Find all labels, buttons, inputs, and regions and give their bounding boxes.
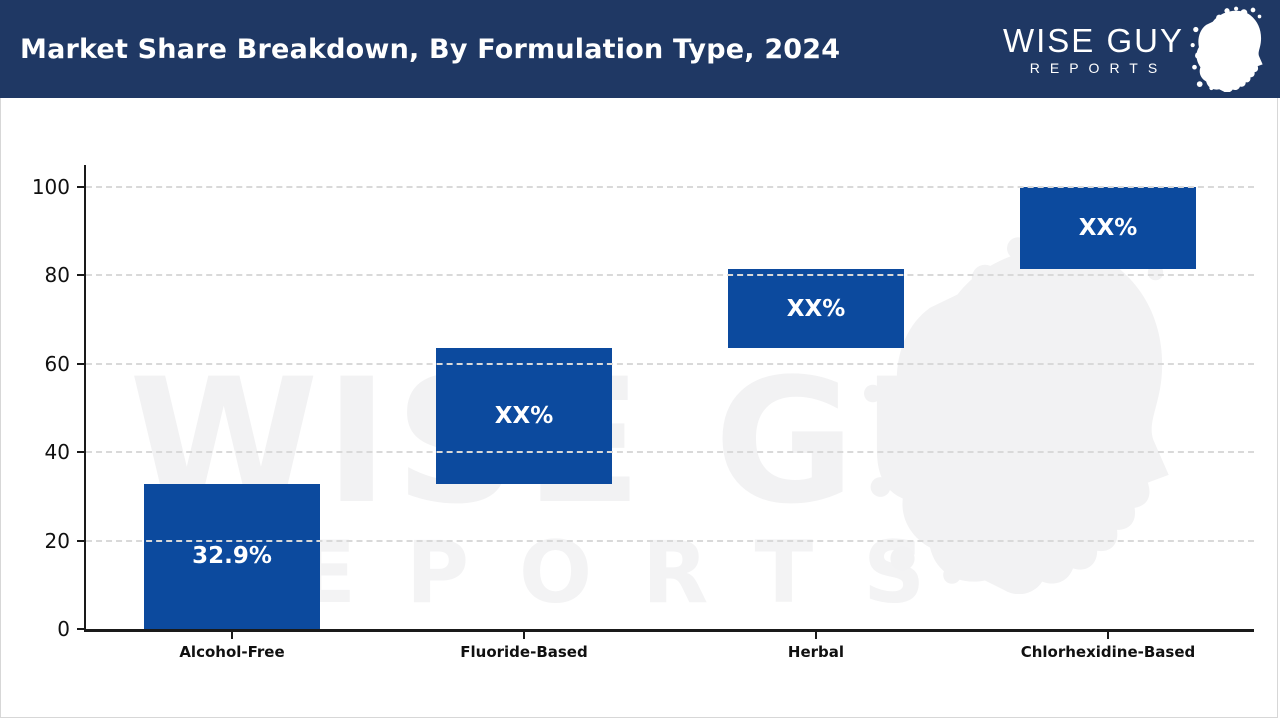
y-tick-100 — [77, 186, 86, 188]
dotted-head-icon — [1188, 6, 1266, 93]
logo-text: WISE GUY REPORTS — [1003, 24, 1184, 75]
gridline-40 — [86, 451, 1254, 454]
x-tick-2 — [815, 632, 817, 639]
gridline-80 — [86, 274, 1254, 277]
bar-alcohol-free: 32.9% — [144, 483, 320, 629]
y-tick-80 — [77, 274, 86, 277]
waterfall-chart: WISE GUY REPORTS 0 20 40 60 80 100 32.9% Alcoho… — [1, 98, 1277, 717]
bar-value-label: XX% — [786, 295, 846, 322]
y-tick-label-60: 60 — [44, 351, 70, 376]
gridline-60 — [86, 362, 1254, 365]
x-tick-3 — [1107, 632, 1109, 639]
y-axis-line — [84, 165, 86, 631]
category-label-1: Fluoride-Based — [460, 643, 588, 661]
y-tick-0 — [77, 628, 86, 630]
bar-value-label: XX% — [494, 402, 554, 429]
bar-fluoride-based: XX% — [436, 348, 612, 484]
bar-herbal: XX% — [728, 268, 904, 349]
category-label-2: Herbal — [787, 643, 845, 661]
gridline-100 — [86, 186, 1254, 188]
category-label-3: Chlorhexidine-Based — [1020, 643, 1196, 661]
logo-wordmark: WISE GUY — [1002, 21, 1184, 59]
logo-subtitle: REPORTS — [1029, 59, 1168, 76]
x-tick-0 — [231, 632, 233, 639]
y-tick-label-20: 20 — [44, 528, 70, 553]
header-bar: Market Share Breakdown, By Formulation T… — [0, 0, 1280, 98]
gridline-20 — [86, 539, 1254, 542]
y-tick-label-0: 0 — [57, 617, 70, 641]
y-tick-60 — [77, 362, 86, 365]
category-label-0: Alcohol-Free — [179, 643, 285, 661]
y-tick-20 — [77, 539, 86, 542]
x-axis-line — [84, 629, 1254, 632]
bar-value-label: XX% — [1078, 214, 1138, 241]
x-tick-1 — [523, 632, 525, 639]
y-tick-label-100: 100 — [31, 175, 70, 199]
y-tick-40 — [77, 451, 86, 454]
bar-chlorhexidine-based: XX% — [1020, 187, 1196, 269]
wise-guy-logo: WISE GUY REPORTS — [1003, 6, 1280, 93]
page-title: Market Share Breakdown, By Formulation T… — [20, 33, 841, 65]
y-tick-label-40: 40 — [44, 440, 70, 465]
y-tick-label-80: 80 — [44, 263, 70, 288]
chart-area: WISE GUY REPORTS 0 20 40 60 80 100 32.9% Alcoho… — [0, 98, 1278, 718]
bar-value-label: 32.9% — [192, 543, 272, 570]
